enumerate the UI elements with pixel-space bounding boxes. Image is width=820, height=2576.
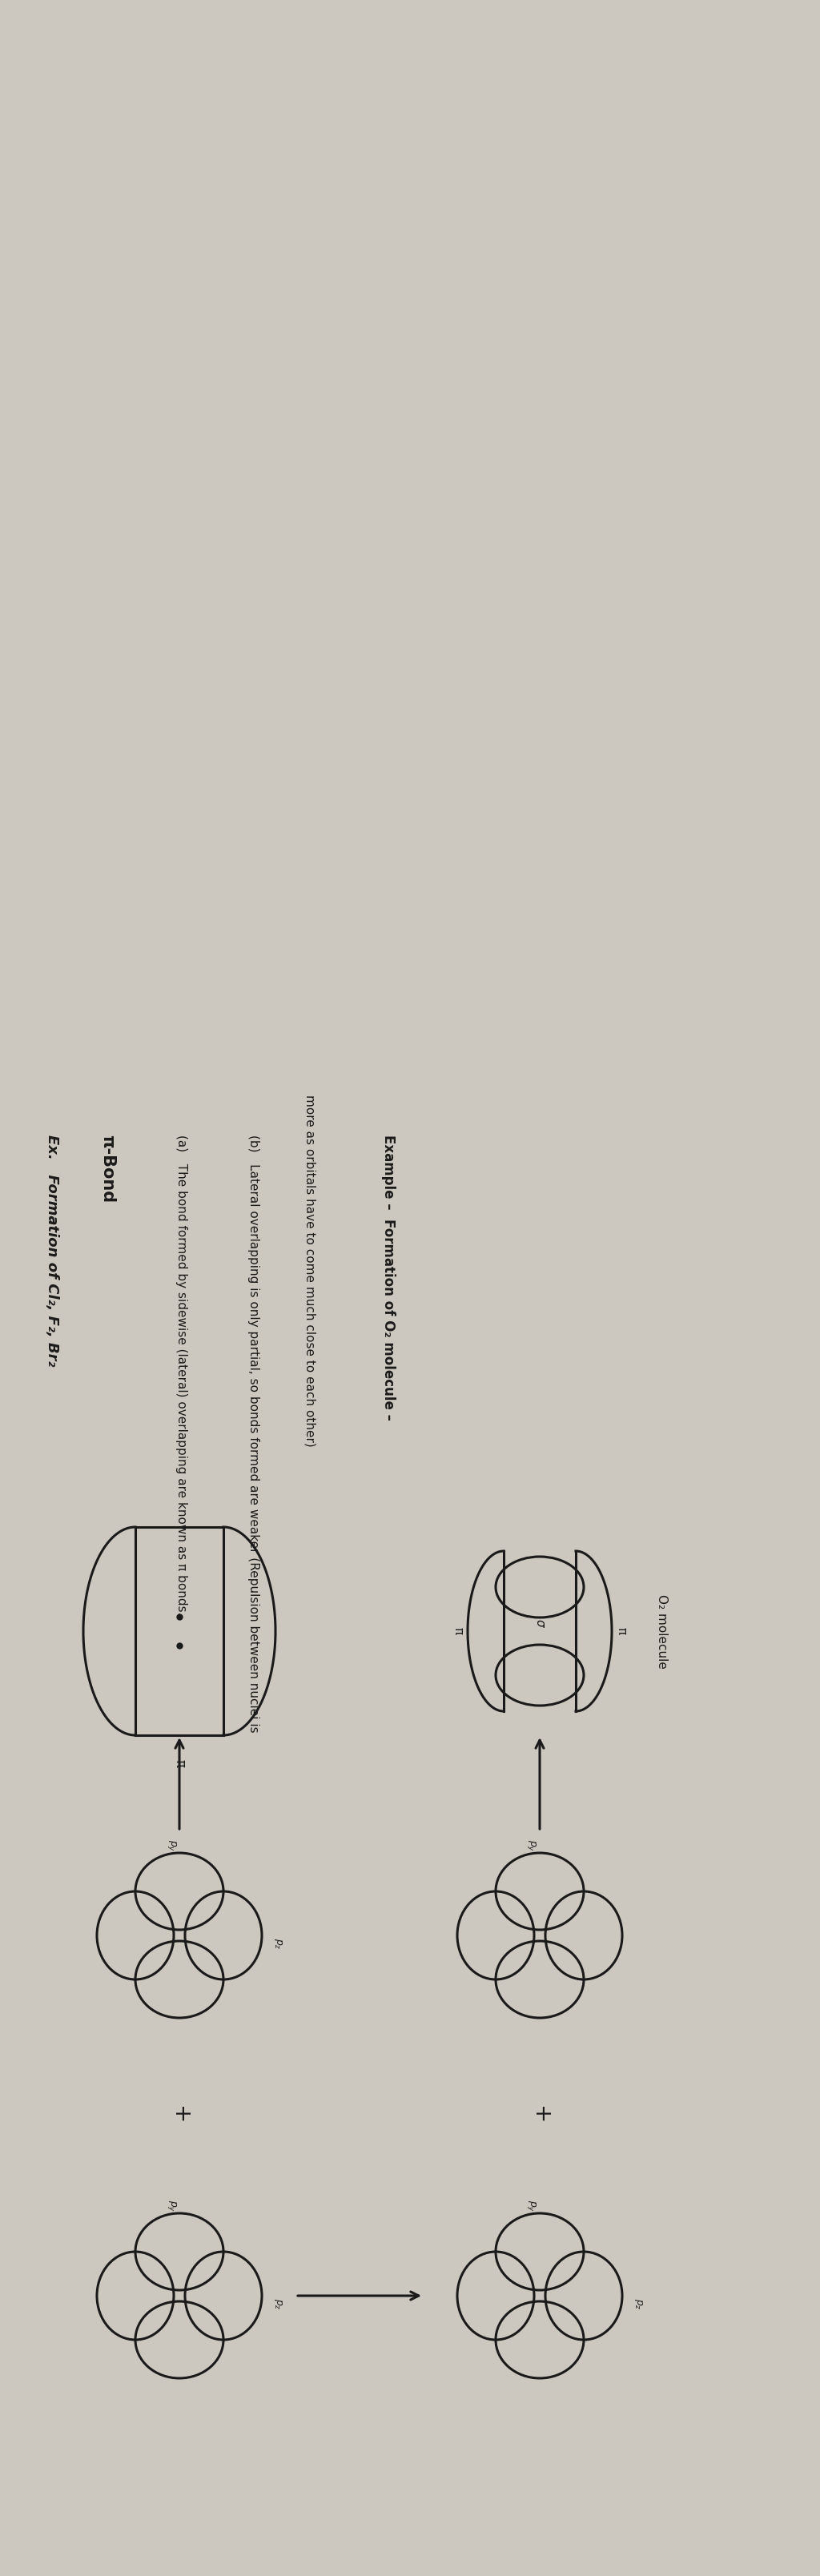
Text: $p_z$: $p_z$: [272, 2298, 284, 2311]
Text: $p_y$: $p_y$: [166, 2200, 177, 2213]
Text: $p_z$: $p_z$: [272, 1937, 284, 1950]
Text: $p_y$: $p_y$: [526, 1839, 538, 1852]
Text: π-Bond: π-Bond: [99, 1133, 116, 1203]
Text: σ: σ: [534, 1620, 546, 1628]
Text: π: π: [452, 1628, 463, 1636]
Text: Example –  Formation of O₂ molecule –: Example – Formation of O₂ molecule –: [381, 1133, 395, 1419]
Text: more as orbitals have to come much close to each other): more as orbitals have to come much close…: [303, 1095, 316, 1448]
Text: $p_y$: $p_y$: [526, 2200, 538, 2213]
Text: π: π: [616, 1628, 628, 1636]
Text: +: +: [529, 2107, 551, 2125]
Text: $p_z$: $p_z$: [632, 2298, 644, 2311]
Text: +: +: [168, 2107, 190, 2125]
Text: π: π: [172, 1759, 187, 1767]
Text: $p_y$: $p_y$: [166, 1839, 177, 1852]
Text: O₂ molecule: O₂ molecule: [656, 1595, 667, 1669]
Text: (b)   Lateral overlapping is only partial, so bonds formed are weaker (Repulsion: (b) Lateral overlapping is only partial,…: [248, 1133, 259, 1734]
Text: (a)   The bond formed by sidewise (lateral) overlapping are known as π bonds.: (a) The bond formed by sidewise (lateral…: [175, 1133, 188, 1615]
Text: Ex.   Formation of Cl₂, F₂, Br₂: Ex. Formation of Cl₂, F₂, Br₂: [45, 1133, 59, 1365]
